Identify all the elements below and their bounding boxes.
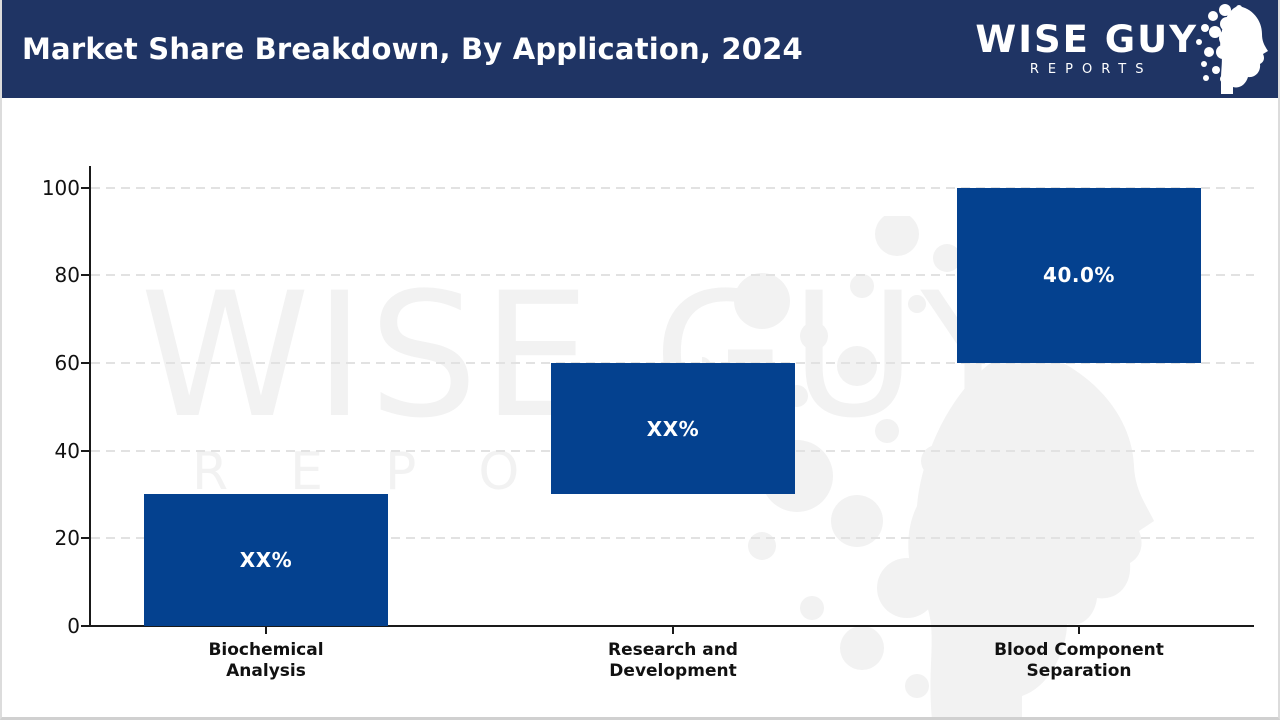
x-category-label-line: Biochemical [208, 640, 324, 660]
logo-wordmark: WISE GUY REPORTS [975, 21, 1198, 77]
x-category-label: Blood Component Separation [919, 640, 1239, 682]
x-category-label-line: Research and [608, 640, 738, 660]
x-category-label: Biochemical Analysis [106, 640, 426, 682]
y-axis-tick [81, 625, 89, 627]
x-category-label: Research and Development [513, 640, 833, 682]
y-tick-label: 40 [54, 438, 80, 463]
gridline [91, 186, 1254, 189]
y-tick-label: 80 [54, 263, 80, 288]
gridline [91, 274, 1254, 277]
x-axis-tick [1078, 627, 1080, 634]
header: Market Share Breakdown, By Application, … [2, 0, 1278, 98]
x-category-label-line: Blood Component [994, 640, 1164, 660]
x-category-label-line: Development [609, 661, 737, 681]
x-axis-tick [265, 627, 267, 634]
y-tick-label: 0 [67, 614, 80, 638]
y-axis-tick [81, 186, 89, 189]
bar-segment: XX% [144, 494, 388, 626]
page-title: Market Share Breakdown, By Application, … [22, 32, 803, 66]
x-axis [89, 625, 1254, 627]
x-axis-tick [672, 627, 674, 634]
bar-value-label: XX% [646, 416, 700, 441]
y-tick-label: 20 [54, 526, 80, 551]
bar-segment: 40.0% [957, 187, 1201, 363]
logo-wordmark-line1: WISE GUY [975, 18, 1198, 61]
x-category-label-line: Analysis [226, 661, 306, 681]
y-axis-tick [81, 449, 89, 452]
logo-face-icon [1196, 4, 1268, 94]
logo-wordmark-line2: REPORTS [1029, 62, 1153, 77]
x-category-label-line: Separation [1026, 661, 1132, 681]
bar-segment: XX% [551, 362, 795, 495]
y-axis [89, 166, 91, 627]
y-tick-label: 60 [54, 350, 80, 375]
wiseguy-logo: WISE GUY REPORTS [975, 4, 1278, 94]
gridline [91, 537, 1254, 540]
y-axis-tick [81, 537, 89, 540]
bar-value-label: XX% [239, 548, 293, 573]
bar-value-label: 40.0% [1043, 263, 1115, 288]
y-axis-tick [81, 361, 89, 364]
y-axis-tick [81, 274, 89, 277]
y-tick-label: 100 [41, 175, 80, 200]
